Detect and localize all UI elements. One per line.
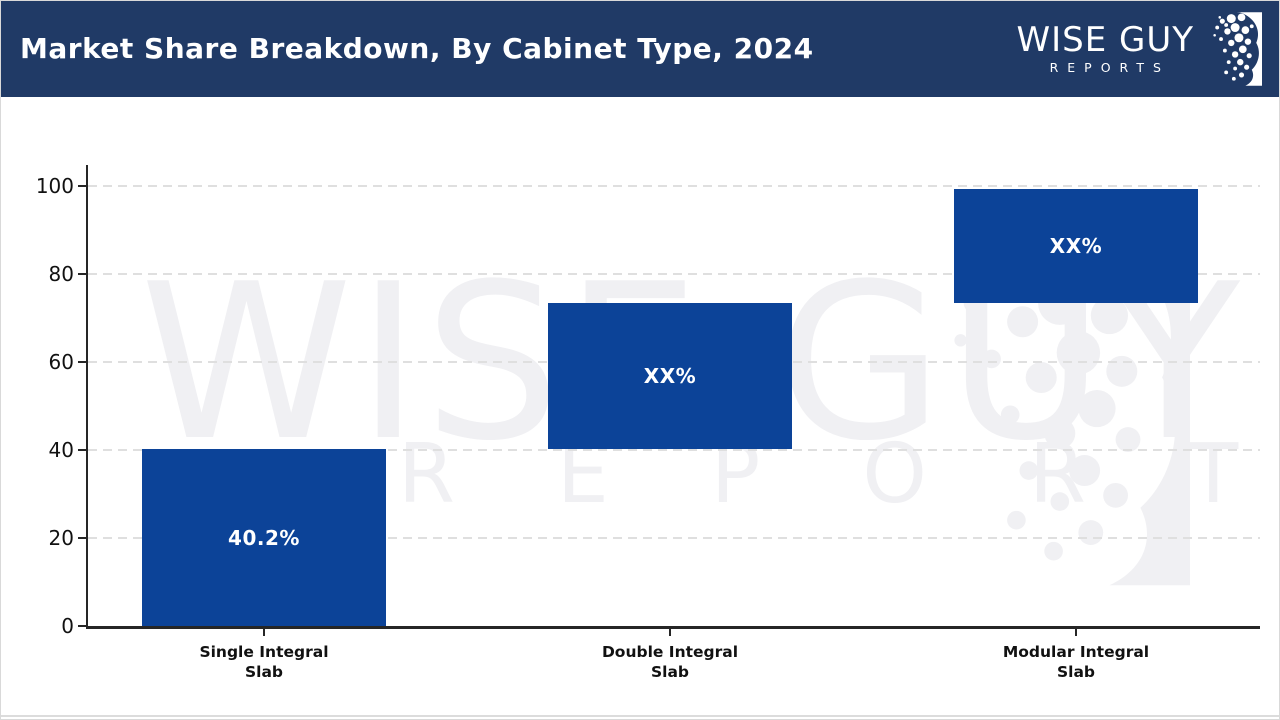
x-category-label-3: Modular Integral Slab (1002, 643, 1150, 681)
y-tick-label-60: 60 (48, 350, 74, 374)
x-tick-mark-2 (669, 629, 671, 636)
bar-2: XX% (548, 303, 792, 450)
x-axis-line (86, 626, 1260, 629)
logo-text: WISE GUY REPORTS (1016, 23, 1194, 75)
chart-area: WISE GUY R E P O R T S 02040608010040.2%… (0, 97, 1280, 720)
y-tick-mark-100 (78, 185, 87, 187)
header-bar: Market Share Breakdown, By Cabinet Type,… (0, 0, 1280, 97)
page-title: Market Share Breakdown, By Cabinet Type,… (20, 32, 814, 65)
y-tick-label-100: 100 (35, 174, 74, 198)
logo-subtitle: REPORTS (1049, 60, 1170, 76)
x-category-label-1: Single Integral Slab (199, 643, 329, 681)
bar-value-label-3: XX% (1049, 233, 1103, 258)
wise-guy-logo: WISE GUY REPORTS (1016, 10, 1262, 88)
y-tick-mark-20 (78, 537, 87, 539)
gridline-20 (88, 537, 1260, 539)
bar-1: 40.2% (142, 449, 386, 626)
y-tick-label-20: 20 (48, 526, 74, 550)
y-tick-label-80: 80 (48, 262, 74, 286)
x-tick-mark-3 (1075, 629, 1077, 636)
gridline-40 (88, 449, 1260, 451)
gridline-80 (88, 273, 1260, 275)
logo-wordmark: WISE GUY (1016, 20, 1194, 61)
y-tick-label-0: 0 (61, 614, 74, 638)
gridline-100 (88, 185, 1260, 187)
y-tick-mark-40 (78, 449, 87, 451)
bar-value-label-2: XX% (643, 364, 697, 389)
y-tick-mark-60 (78, 361, 87, 363)
bar-value-label-1: 40.2% (228, 525, 300, 550)
y-axis-line (86, 165, 88, 629)
x-tick-mark-1 (263, 629, 265, 636)
y-tick-label-40: 40 (48, 438, 74, 462)
y-tick-mark-80 (78, 273, 87, 275)
bar-3: XX% (954, 188, 1198, 304)
x-category-label-2: Double Integral Slab (601, 643, 739, 681)
logo-face-icon (1213, 12, 1262, 86)
y-tick-mark-0 (78, 625, 87, 627)
bottom-divider (0, 715, 1280, 717)
